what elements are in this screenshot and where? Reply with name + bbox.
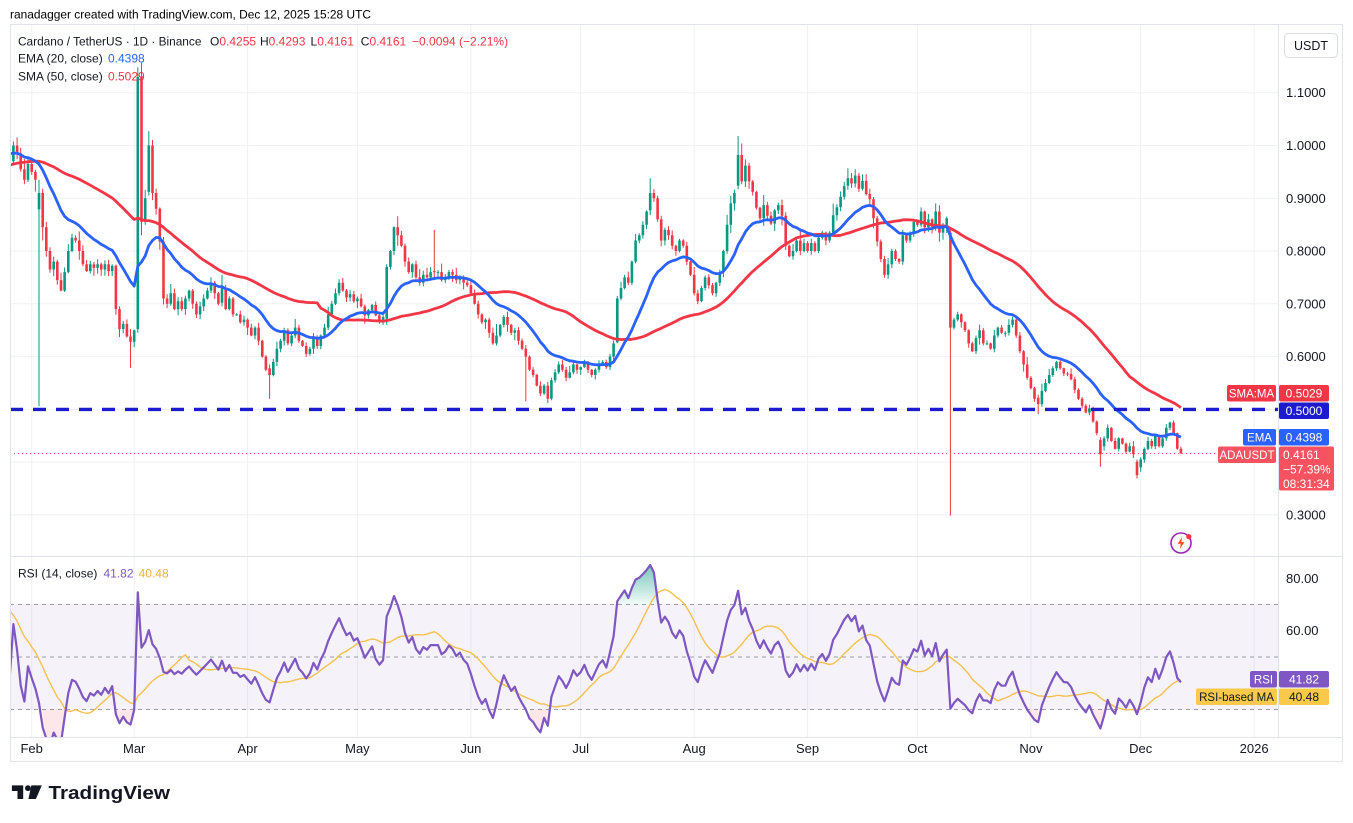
svg-text:Feb: Feb [20, 741, 42, 756]
svg-text:Jul: Jul [572, 741, 589, 756]
svg-text:Jun: Jun [460, 741, 481, 756]
svg-text:−0.0094 (−2.21%): −0.0094 (−2.21%) [412, 35, 508, 49]
svg-text:80.00: 80.00 [1286, 571, 1319, 586]
svg-text:ranadagger created with Tradin: ranadagger created with TradingView.com,… [10, 8, 371, 22]
svg-text:Oct: Oct [907, 741, 928, 756]
svg-text:Aug: Aug [683, 741, 706, 756]
svg-text:41.82: 41.82 [1289, 673, 1319, 687]
svg-text:O0.4255: O0.4255 [210, 35, 256, 49]
svg-text:TradingView: TradingView [49, 782, 171, 803]
svg-text:0.5000: 0.5000 [1286, 404, 1323, 418]
svg-text:H0.4293: H0.4293 [260, 35, 306, 49]
svg-text:08:31:34: 08:31:34 [1283, 477, 1330, 491]
svg-text:−57.39%: −57.39% [1283, 463, 1331, 477]
svg-text:RSI (14, close): RSI (14, close) [18, 567, 97, 581]
svg-text:0.5029: 0.5029 [1286, 387, 1323, 401]
svg-text:40.48: 40.48 [139, 567, 169, 581]
svg-text:0.6000: 0.6000 [1286, 349, 1326, 364]
svg-text:0.5029: 0.5029 [108, 70, 145, 84]
svg-text:L0.4161: L0.4161 [311, 35, 355, 49]
svg-text:41.82: 41.82 [104, 567, 134, 581]
svg-text:0.3000: 0.3000 [1286, 507, 1326, 522]
svg-text:2026: 2026 [1240, 741, 1269, 756]
svg-text:RSI-based MA: RSI-based MA [1199, 692, 1274, 704]
svg-text:Apr: Apr [237, 741, 258, 756]
svg-text:0.4398: 0.4398 [1286, 431, 1323, 445]
svg-text:1.0000: 1.0000 [1286, 138, 1326, 153]
svg-text:0.7000: 0.7000 [1286, 296, 1326, 311]
svg-text:1.1000: 1.1000 [1286, 85, 1326, 100]
svg-text:Sep: Sep [796, 741, 819, 756]
svg-text:EMA: EMA [1247, 433, 1272, 445]
svg-text:0.9000: 0.9000 [1286, 191, 1326, 206]
svg-text:ADAUSDT: ADAUSDT [1220, 450, 1275, 462]
svg-text:60.00: 60.00 [1286, 623, 1319, 638]
svg-text:Dec: Dec [1129, 741, 1153, 756]
svg-text:USDT: USDT [1294, 39, 1328, 53]
svg-text:Mar: Mar [123, 741, 146, 756]
svg-text:May: May [345, 741, 370, 756]
svg-text:RSI: RSI [1254, 675, 1273, 687]
svg-text:C0.4161: C0.4161 [361, 35, 407, 49]
svg-text:0.4161: 0.4161 [1283, 448, 1320, 462]
svg-text:EMA (20, close): EMA (20, close) [18, 52, 103, 66]
svg-text:Nov: Nov [1019, 741, 1043, 756]
svg-text:40.48: 40.48 [1289, 690, 1319, 704]
svg-text:0.8000: 0.8000 [1286, 244, 1326, 259]
svg-text:0.4398: 0.4398 [108, 52, 145, 66]
svg-text:SMA (50, close): SMA (50, close) [18, 70, 103, 84]
svg-text:SMA:MA: SMA:MA [1229, 389, 1275, 401]
svg-text:Cardano / TetherUS · 1D · Bina: Cardano / TetherUS · 1D · Binance [18, 35, 202, 49]
